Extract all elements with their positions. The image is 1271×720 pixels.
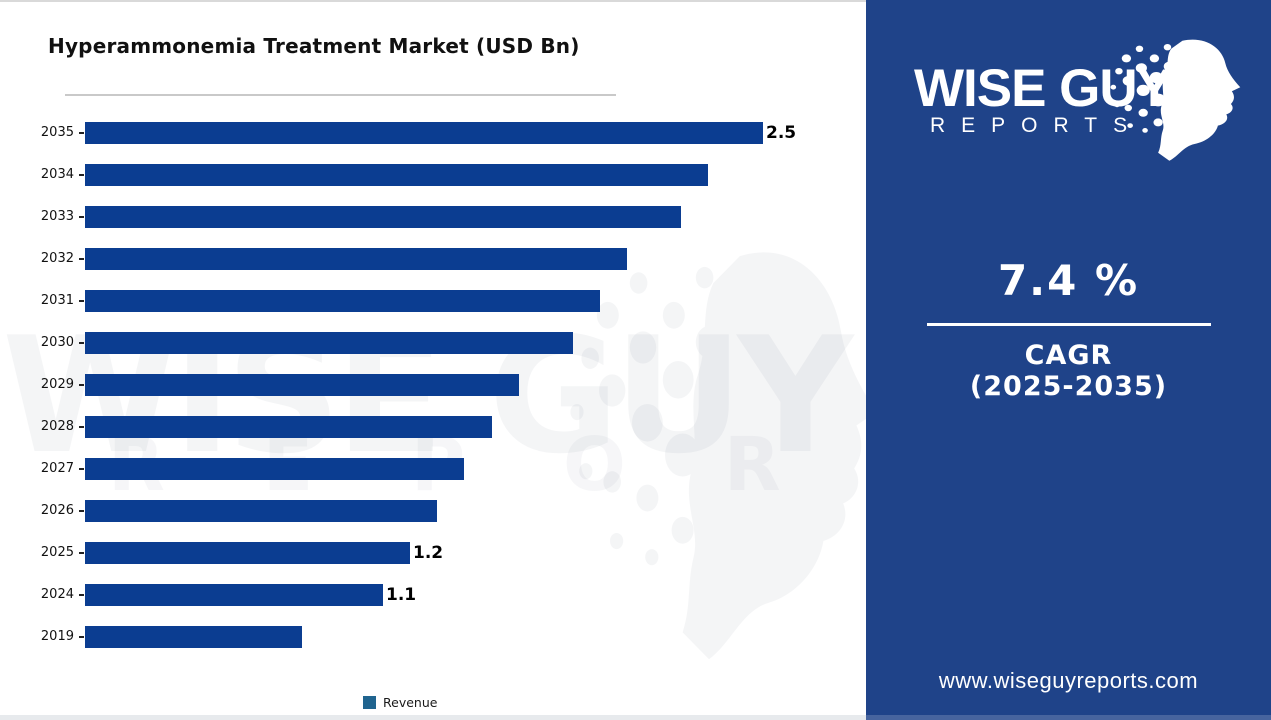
tick-mark [79,594,84,596]
cagr-label: CAGR [1024,340,1113,371]
bar-row: 2026 [0,500,866,522]
cagr-range: (2025-2035) [969,371,1168,402]
bar-row: 2035 2.5 [0,122,866,144]
y-axis-label: 2030 [40,335,74,350]
bar-row: 2025 1.2 [0,542,866,564]
tick-mark [79,174,84,176]
bar-value-label: 1.1 [386,585,417,605]
tick-mark [79,342,84,344]
y-axis-label: 2026 [40,503,74,518]
revenue-bar [85,374,519,396]
y-axis-label: 2034 [40,167,74,182]
y-axis-label: 2019 [40,629,74,644]
bar-value-label: 2.5 [766,123,797,143]
chart-panel: Hyperammonemia Treatment Market (USD Bn)… [0,0,877,720]
revenue-bar [85,164,708,186]
revenue-bar [85,122,763,144]
y-axis-label: 2032 [40,251,74,266]
bar-row: 2031 [0,290,866,312]
revenue-bar [85,248,627,270]
logo-subtitle: REPORTS [930,114,1144,137]
revenue-bar [85,500,437,522]
cagr-value: 7.4 % [997,256,1140,305]
tick-mark [79,636,84,638]
tick-mark [79,384,84,386]
legend-label: Revenue [383,695,438,710]
cagr-divider [926,323,1211,326]
tick-mark [79,300,84,302]
bar-row: 2029 [0,374,866,396]
y-axis-label: 2028 [40,419,74,434]
revenue-bar [85,206,681,228]
bar-row: 2024 1.1 [0,584,866,606]
tick-mark [79,510,84,512]
tick-mark [79,426,84,428]
y-axis-label: 2029 [40,377,74,392]
revenue-bar [85,626,302,648]
tick-mark [79,132,84,134]
bar-row: 2033 [0,206,866,228]
legend: Revenue [363,695,437,710]
sidebar: WISE GUY REPORTS 7.4 % CAGR (2025-2035) … [866,0,1271,720]
y-axis-label: 2024 [40,587,74,602]
title-divider [65,94,616,96]
bar-row: 2034 [0,164,866,186]
sidebar-bottom-border [866,715,1271,720]
tick-mark [79,552,84,554]
revenue-bar [85,584,383,606]
revenue-bar [85,458,464,480]
tick-mark [79,258,84,260]
legend-swatch-revenue [363,696,376,709]
plot-area: 2035 2.5 2034 2033 2032 2031 2030 2029 2028 2027 2… [0,2,866,720]
bar-row: 2027 [0,458,866,480]
bar-row: 2019 [0,626,866,648]
logo-head-icon [1110,39,1241,161]
chart-bottom-border [0,715,866,720]
tick-mark [79,468,84,470]
revenue-bar [85,542,410,564]
chart-title: Hyperammonemia Treatment Market (USD Bn) [48,34,580,58]
bar-row: 2028 [0,416,866,438]
bar-row: 2030 [0,332,866,354]
website-url: www.wiseguyreports.com [938,668,1199,693]
revenue-bar [85,416,492,438]
y-axis-label: 2035 [40,125,74,140]
y-axis-label: 2027 [40,461,74,476]
y-axis-label: 2025 [40,545,74,560]
y-axis-label: 2031 [40,293,74,308]
y-axis-label: 2033 [40,209,74,224]
bar-value-label: 1.2 [413,543,444,563]
revenue-bar [85,332,573,354]
bar-row: 2032 [0,248,866,270]
cagr-block: 7.4 % CAGR (2025-2035) [866,256,1271,402]
revenue-bar [85,290,600,312]
tick-mark [79,216,84,218]
